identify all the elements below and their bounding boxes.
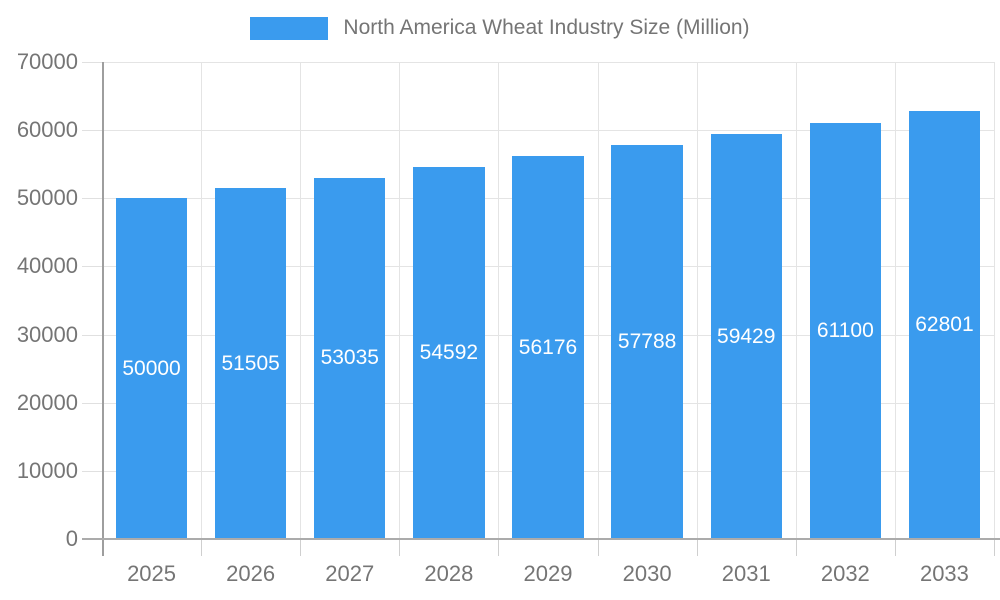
v-gridline	[201, 62, 203, 539]
y-tick-label: 70000	[16, 49, 78, 74]
bar-value-label: 56176	[518, 335, 578, 359]
bar[interactable]	[512, 156, 584, 539]
legend-label: North America Wheat Industry Size (Milli…	[343, 16, 750, 39]
legend-item[interactable]: North America Wheat Industry Size (Milli…	[250, 16, 750, 40]
y-axis-line	[102, 62, 104, 556]
v-gridline	[894, 62, 896, 539]
v-gridline	[399, 62, 401, 539]
bar[interactable]	[710, 134, 782, 539]
bar[interactable]	[314, 177, 386, 539]
bar-value-label: 50000	[122, 356, 181, 380]
x-axis-tick	[894, 539, 896, 556]
y-axis-tick	[82, 62, 102, 63]
bar[interactable]	[611, 145, 683, 539]
v-gridline	[795, 62, 797, 539]
bar-value-label: 54592	[419, 340, 479, 364]
x-axis-tick	[795, 539, 797, 556]
x-axis-tick	[399, 539, 401, 556]
x-tick-label: 2033	[919, 561, 969, 586]
bar[interactable]	[809, 122, 881, 539]
bar-value-label: 53035	[320, 346, 379, 370]
x-tick-label: 2028	[424, 561, 474, 586]
h-gridline	[102, 62, 994, 63]
y-axis-tick	[82, 470, 102, 472]
y-tick-label: 10000	[16, 457, 78, 483]
bar-value-label: 62801	[915, 313, 974, 337]
v-gridline	[498, 62, 500, 539]
bar[interactable]	[413, 167, 485, 539]
y-axis-tick	[82, 198, 102, 200]
x-axis-tick	[498, 539, 500, 556]
y-axis-tick	[82, 130, 102, 132]
x-tick-label: 2025	[127, 561, 177, 586]
x-tick-label: 2031	[721, 561, 771, 586]
bar[interactable]	[908, 111, 981, 539]
bar[interactable]	[115, 198, 188, 539]
y-tick-label: 30000	[16, 321, 78, 347]
y-axis-tick	[82, 402, 102, 404]
bar-value-label: 61100	[816, 318, 874, 342]
x-axis-tick	[201, 539, 203, 556]
x-tick-label: 2029	[523, 561, 573, 586]
x-tick-label: 2027	[325, 561, 375, 586]
bar-value-label: 51505	[221, 351, 280, 375]
x-tick-label: 2026	[226, 561, 276, 586]
plot-area: 0 10000 20000 30000 40000 50000 60000 70000 5000…	[17, 49, 1000, 586]
x-axis-tick	[696, 539, 698, 556]
y-axis-tick	[82, 266, 102, 268]
x-axis-tick	[597, 539, 599, 556]
v-gridline	[597, 62, 599, 539]
bar-value-label: 57788	[617, 330, 677, 354]
x-axis-tick	[994, 539, 995, 556]
v-gridline	[300, 62, 302, 539]
legend-swatch-icon	[250, 16, 329, 40]
x-axis-tick	[300, 539, 302, 556]
y-axis-tick	[82, 334, 102, 336]
y-tick-label: 50000	[16, 185, 78, 211]
bar-value-label: 59429	[717, 324, 776, 348]
y-tick-label: 20000	[16, 389, 78, 415]
y-tick-label: 0	[65, 526, 78, 551]
v-gridline	[696, 62, 698, 539]
bar[interactable]	[214, 188, 287, 539]
x-tick-label: 2032	[820, 561, 870, 586]
y-tick-label: 60000	[16, 117, 78, 143]
chart-legend: North America Wheat Industry Size (Milli…	[0, 16, 1000, 40]
y-tick-label: 40000	[16, 253, 78, 279]
x-axis-line	[82, 538, 1000, 540]
v-gridline	[994, 62, 995, 539]
h-gridline	[102, 130, 994, 132]
x-tick-label: 2030	[622, 561, 672, 586]
